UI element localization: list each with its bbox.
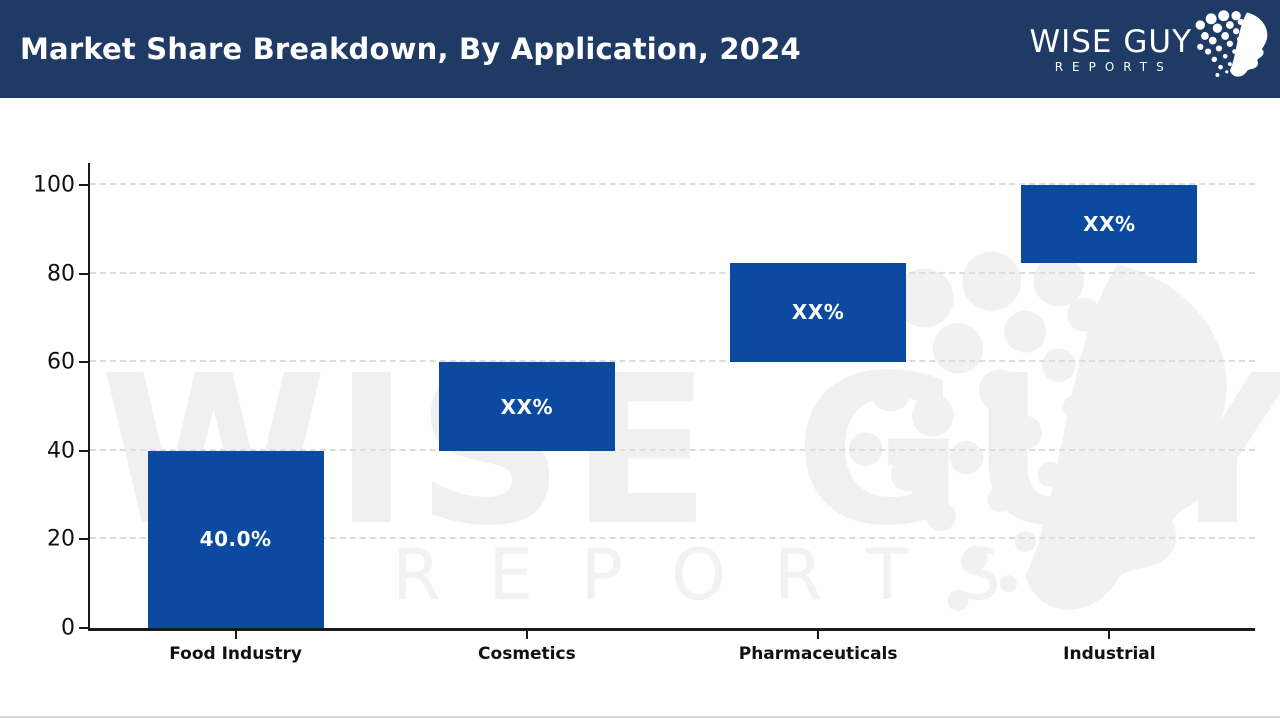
logo-subtitle: REPORTS — [1054, 60, 1173, 75]
y-tick-label: 80 — [47, 261, 75, 287]
gridline-40 — [90, 448, 1255, 451]
bar-value-label: XX% — [500, 394, 554, 419]
x-tick-mark — [525, 631, 528, 639]
bar-value-label: 40.0% — [199, 527, 272, 552]
y-tick-mark — [79, 184, 88, 187]
y-tick-label: 60 — [47, 349, 75, 375]
logo-wordmark: WISE GUY REPORTS — [1029, 26, 1192, 75]
gridline-80 — [90, 271, 1255, 274]
x-tick-mark — [1108, 631, 1111, 639]
bar-value-label: XX% — [1083, 211, 1136, 236]
bar-pharmaceuticals: XX% — [730, 262, 907, 363]
x-tick-mark — [817, 631, 820, 639]
y-tick-label: 0 — [61, 615, 75, 641]
x-category-label: Cosmetics — [478, 644, 576, 664]
gridline-20 — [90, 537, 1255, 540]
y-tick-mark — [79, 361, 88, 364]
gridline-100 — [90, 183, 1255, 186]
y-tick-label: 100 — [33, 172, 75, 198]
y-tick-label: 20 — [47, 526, 75, 552]
bar-food-industry: 40.0% — [147, 450, 324, 628]
x-category-label: Food Industry — [169, 644, 303, 664]
gridline-60 — [90, 360, 1255, 363]
plot-area: 0 20 40 60 80 100 40.0% Food Industry XX% Cosmeti… — [33, 163, 1255, 664]
y-tick-mark — [79, 627, 88, 629]
y-tick-mark — [79, 538, 88, 541]
wiseguy-face-icon — [1194, 8, 1272, 92]
y-tick-label: 40 — [47, 438, 75, 464]
page-title: Market Share Breakdown, By Application, … — [20, 32, 801, 66]
bar-value-label: XX% — [791, 300, 845, 325]
chart-region: WISE GUY REPORTS 0 20 40 60 80 100 40.0% Food I… — [0, 98, 1280, 718]
x-tick-mark — [234, 631, 237, 639]
bar-industrial: XX% — [1021, 185, 1198, 263]
watermark-text-line2: REPORTS — [392, 534, 1049, 616]
wiseguy-logo: WISE GUY REPORTS — [1029, 6, 1272, 94]
header: Market Share Breakdown, By Application, … — [0, 0, 1280, 98]
x-category-label: Pharmaceuticals — [738, 644, 898, 664]
x-category-label: Industrial — [1063, 644, 1156, 664]
logo-title: WISE GUY — [1029, 23, 1192, 60]
bar-cosmetics: XX% — [438, 362, 615, 451]
y-tick-mark — [79, 272, 88, 275]
y-tick-mark — [79, 449, 88, 452]
